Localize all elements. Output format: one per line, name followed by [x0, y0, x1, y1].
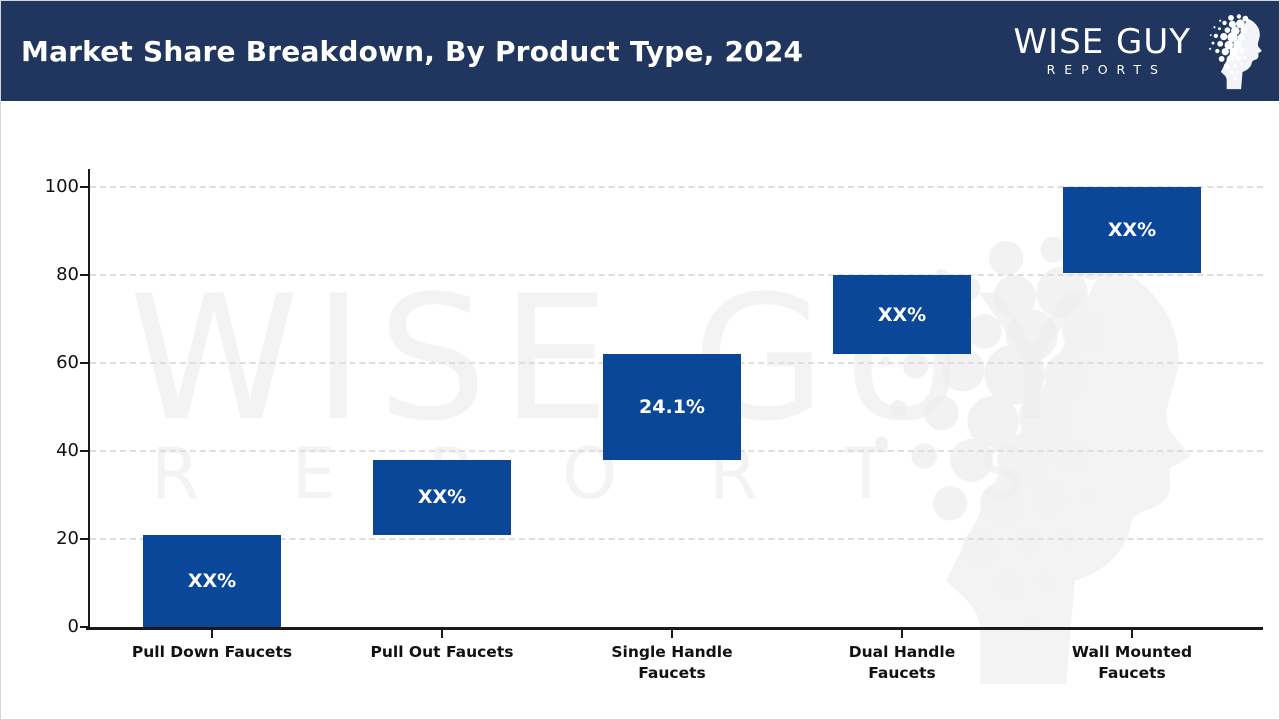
ytick-label-60: 60 [56, 352, 79, 373]
bar-value-label: XX% [877, 303, 927, 326]
logo-face-icon [1209, 14, 1262, 90]
ytick-label-80: 80 [56, 264, 79, 285]
bar-wall-mounted-faucets: XX% [1063, 187, 1201, 274]
header-bar: Market Share Breakdown, By Product Type,… [1, 1, 1279, 101]
category-label-dual-handle-faucets: Dual Handle Faucets [848, 643, 956, 682]
bar-value-label: XX% [187, 569, 237, 592]
category-label-pull-down-faucets: Pull Down Faucets [131, 643, 293, 661]
y-axis-line [88, 169, 90, 630]
ytick-mark-0 [80, 626, 89, 628]
bar-pull-down-faucets: XX% [143, 534, 281, 627]
logo-wiseguy-text: WISE GUY [1013, 22, 1191, 63]
gridline-80 [90, 274, 1263, 276]
category-label-wall-mounted-faucets: Wall Mounted Faucets [1071, 643, 1193, 682]
chart-title: Market Share Breakdown, By Product Type,… [21, 34, 804, 68]
bar-pull-out-faucets: XX% [373, 459, 511, 535]
gridline-100 [90, 186, 1263, 188]
x-axis-line [86, 627, 1263, 630]
ytick-mark-100 [80, 186, 89, 188]
logo-text: WISE GUY REPORTS [1013, 25, 1191, 77]
ytick-label-100: 100 [44, 176, 79, 197]
xtick-mark-pull-down-faucets [211, 630, 213, 638]
category-label-pull-out-faucets: Pull Out Faucets [370, 643, 514, 661]
gridline-20 [90, 538, 1263, 540]
ytick-label-40: 40 [56, 440, 79, 461]
xtick-mark-dual-handle-faucets [901, 630, 903, 638]
bar-value-label: 24.1% [639, 395, 705, 418]
bar-single-handle-faucets: 24.1% [603, 353, 741, 460]
bar-dual-handle-faucets: XX% [833, 275, 971, 355]
ytick-label-20: 20 [56, 528, 79, 549]
ytick-mark-60 [80, 362, 89, 364]
bar-value-label: XX% [417, 486, 467, 509]
wiseguy-logo: WISE GUY REPORTS [1013, 8, 1267, 94]
xtick-mark-wall-mounted-faucets [1131, 630, 1133, 638]
ytick-mark-40 [80, 450, 89, 452]
bar-value-label: XX% [1107, 219, 1157, 242]
ytick-mark-80 [80, 274, 89, 276]
ytick-label-0: 0 [67, 616, 79, 637]
ytick-mark-20 [80, 538, 89, 540]
logo-reports-text: REPORTS [1046, 62, 1167, 78]
category-label-single-handle-faucets: Single Handle Faucets [611, 643, 733, 682]
xtick-mark-single-handle-faucets [671, 630, 673, 638]
xtick-mark-pull-out-faucets [441, 630, 443, 638]
